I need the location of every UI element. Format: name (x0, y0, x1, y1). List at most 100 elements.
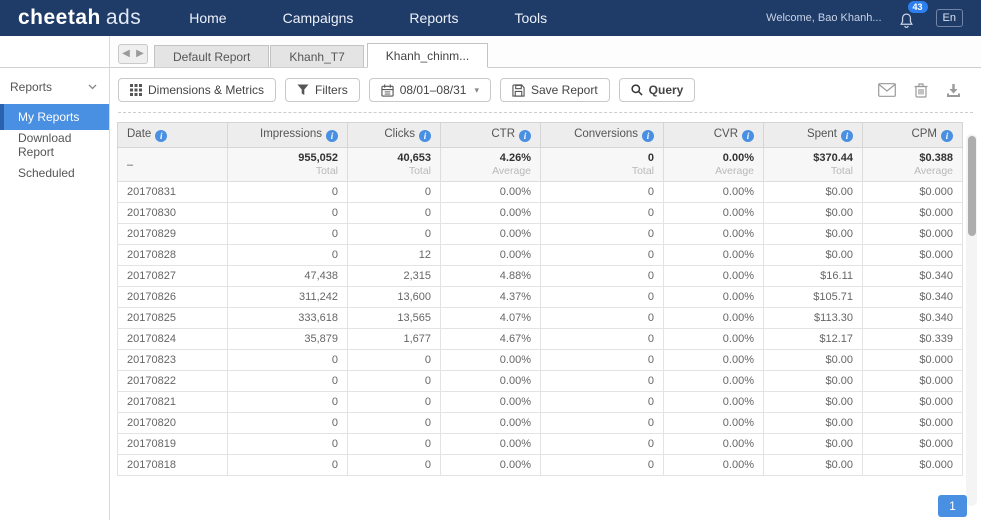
nav-item-home[interactable]: Home (189, 10, 227, 26)
value-cell: 0 (227, 223, 348, 245)
value-cell: 0 (540, 349, 664, 371)
date-cell: 20170824 (117, 328, 228, 350)
welcome-user[interactable]: Welcome, Bao Khanh... (766, 12, 882, 24)
tab-scroll-left-icon[interactable]: ◀ (122, 48, 130, 59)
value-cell: $0.00 (763, 202, 863, 224)
info-icon[interactable]: i (155, 130, 168, 142)
sidebar-group-reports[interactable]: Reports (0, 68, 109, 104)
date-cell: 20170825 (117, 307, 228, 329)
main-nav-menu: Home Campaigns Reports Tools (189, 10, 547, 26)
value-cell: 0 (347, 223, 441, 245)
info-icon[interactable]: i (326, 130, 338, 142)
summary-value: 0.00% (722, 152, 754, 164)
value-cell: 0.00% (440, 454, 541, 476)
date-cell: 20170826 (117, 286, 228, 308)
notifications-button[interactable]: 43 (898, 1, 928, 29)
tab-scroll-arrows: ◀ ▶ (118, 44, 148, 64)
summary-aggregation-label: Average (914, 165, 953, 177)
value-cell: $0.00 (763, 370, 863, 392)
email-report-button[interactable] (878, 83, 896, 97)
info-icon[interactable]: i (841, 130, 853, 142)
tab-scroll-right-icon[interactable]: ▶ (136, 48, 144, 59)
language-selector[interactable]: En (935, 9, 963, 27)
date-cell: 20170820 (117, 412, 228, 434)
value-cell: 0 (540, 244, 664, 266)
value-cell: 0.00% (440, 391, 541, 413)
info-icon[interactable]: i (742, 130, 754, 142)
column-header-cpm[interactable]: CPM i (862, 122, 963, 148)
column-header-ctr[interactable]: CTR i (440, 122, 541, 148)
nav-item-tools[interactable]: Tools (514, 10, 548, 26)
summary-cell: 4.26% Average (440, 147, 541, 182)
date-range-button[interactable]: 08/01–08/31 ▾ (368, 78, 491, 102)
tab-khanh-chinm[interactable]: Khanh_chinm... (366, 43, 489, 68)
value-cell: $105.71 (763, 286, 863, 308)
value-cell: $12.17 (763, 328, 863, 350)
table-scrollbar-thumb[interactable] (967, 136, 976, 236)
value-cell: $0.000 (862, 181, 963, 203)
value-cell: 0.00% (663, 202, 764, 224)
value-cell: 311,242 (227, 286, 348, 308)
summary-value: $0.388 (919, 152, 953, 164)
summary-cell: 0.00% Average (663, 147, 764, 182)
date-cell: 20170822 (117, 370, 228, 392)
toolbar-table-separator (118, 112, 973, 113)
value-cell: 0 (540, 286, 664, 308)
column-header-cvr[interactable]: CVR i (663, 122, 764, 148)
delete-report-button[interactable] (914, 82, 928, 98)
brand-logo-light: ads (105, 6, 142, 29)
tab-khanh-t7[interactable]: Khanh_T7 (270, 45, 364, 67)
value-cell: 0.00% (663, 265, 764, 287)
page-1-button[interactable]: 1 (938, 495, 967, 517)
summary-aggregation-label: Total (631, 165, 654, 177)
dimensions-metrics-button[interactable]: Dimensions & Metrics (118, 78, 277, 102)
toolbar: Dimensions & Metrics Filters 08/01–08/31… (110, 68, 981, 110)
query-button[interactable]: Query (618, 78, 696, 102)
sidebar: Reports My Reports Download Report Schedul… (0, 36, 110, 520)
filters-button[interactable]: Filters (285, 78, 360, 102)
value-cell: 0 (347, 181, 441, 203)
value-cell: 0.00% (663, 433, 764, 455)
value-cell: $0.00 (763, 391, 863, 413)
value-cell: 0.00% (663, 181, 764, 203)
value-cell: 0 (227, 244, 348, 266)
value-cell: 0 (227, 370, 348, 392)
table-row: 20170821 0 0 0.00% 0 0.00% $0.00 $0.000 (117, 391, 963, 413)
brand-logo-bold: cheetah (18, 6, 101, 29)
value-cell: 0.00% (440, 244, 541, 266)
value-cell: $0.000 (862, 244, 963, 266)
table-row: 20170829 0 0 0.00% 0 0.00% $0.00 $0.000 (117, 223, 963, 245)
query-label: Query (648, 83, 684, 97)
info-icon[interactable]: i (642, 130, 654, 142)
column-header-date[interactable]: Date i (117, 122, 228, 148)
info-icon[interactable]: i (941, 130, 953, 142)
sidebar-spacer (0, 36, 109, 68)
sidebar-item-download-report[interactable]: Download Report (18, 131, 72, 159)
value-cell: $0.000 (862, 349, 963, 371)
info-icon[interactable]: i (419, 130, 431, 142)
sidebar-item-scheduled[interactable]: Scheduled (18, 166, 75, 180)
nav-item-reports[interactable]: Reports (409, 10, 459, 26)
brand-logo[interactable]: cheetah ads (18, 6, 141, 30)
value-cell: $0.00 (763, 454, 863, 476)
summary-date-cell: – (117, 147, 228, 182)
table-scrollbar-track[interactable] (966, 134, 977, 506)
column-header-conversions[interactable]: Conversions i (540, 122, 664, 148)
tab-default-report[interactable]: Default Report (154, 45, 270, 67)
sidebar-item-my-reports[interactable]: My Reports (0, 104, 109, 130)
filter-funnel-icon (297, 84, 309, 95)
column-header-spent[interactable]: Spent i (763, 122, 863, 148)
column-header-impressions[interactable]: Impressions i (227, 122, 348, 148)
table-row: 20170819 0 0 0.00% 0 0.00% $0.00 $0.000 (117, 433, 963, 455)
save-report-button[interactable]: Save Report (499, 78, 610, 102)
grid-icon (130, 84, 142, 96)
info-icon[interactable]: i (519, 130, 531, 142)
calendar-icon (381, 83, 394, 97)
table-row: 20170818 0 0 0.00% 0 0.00% $0.00 $0.000 (117, 454, 963, 476)
value-cell: $0.340 (862, 286, 963, 308)
value-cell: 0.00% (663, 412, 764, 434)
nav-item-campaigns[interactable]: Campaigns (282, 10, 354, 26)
download-report-button[interactable] (946, 83, 961, 98)
chevron-down-icon (88, 84, 97, 90)
column-header-clicks[interactable]: Clicks i (347, 122, 441, 148)
